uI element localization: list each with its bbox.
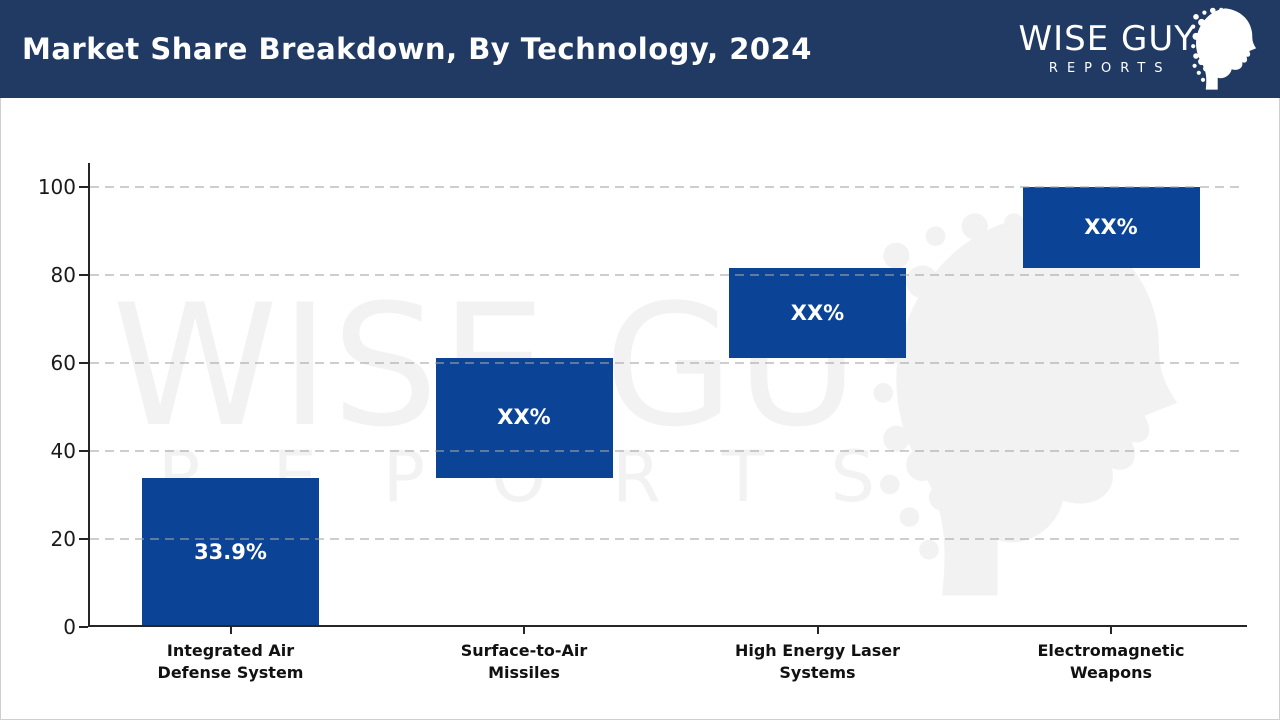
y-tick-label: 20	[50, 527, 76, 551]
y-tick-label: 0	[63, 615, 76, 639]
bar-value-label-1: 33.9%	[194, 539, 267, 564]
x-axis-line	[88, 625, 1247, 627]
gridline-40	[90, 450, 1245, 452]
gridline-100	[90, 186, 1245, 188]
y-tick-label: 100	[37, 175, 76, 199]
gridline-20	[90, 538, 1245, 540]
brand-logo: WISE GUY REPORTS	[1018, 6, 1266, 92]
waterfall-bar-3	[729, 267, 906, 359]
x-category-label-2: Surface-to-Air Missiles	[460, 641, 588, 682]
waterfall-bar-4	[1022, 187, 1200, 268]
y-tick-mark	[79, 186, 88, 188]
watermark-head-logo	[873, 213, 1178, 596]
y-tick-label: 80	[50, 263, 76, 287]
header-bar: Market Share Breakdown, By Technology, 2…	[0, 0, 1280, 98]
x-tick-mark	[229, 627, 232, 634]
y-tick-mark	[79, 626, 88, 628]
brand-logo-text: WISE GUY REPORTS	[1018, 19, 1196, 76]
y-tick-label: 40	[50, 439, 76, 463]
brand-logo-sub: REPORTS	[1048, 60, 1172, 76]
bar-value-label-3: XX%	[790, 300, 845, 325]
bar-value-label-4: XX%	[1084, 215, 1138, 239]
y-tick-mark	[79, 450, 88, 452]
y-axis-line	[88, 163, 90, 627]
y-tick-label: 60	[50, 351, 76, 375]
y-tick-mark	[79, 538, 88, 540]
gridline-80	[90, 274, 1245, 276]
y-tick-mark	[79, 362, 88, 364]
brand-logo-name: WISE GUY	[1018, 19, 1196, 60]
bar-value-label-2: XX%	[497, 405, 551, 430]
waterfall-bar-1	[142, 477, 319, 627]
x-category-label-3: High Energy Laser Systems	[734, 641, 901, 682]
x-category-label-1: Integrated Air Defense System	[157, 641, 304, 682]
x-tick-mark	[523, 627, 525, 634]
waterfall-bar-2	[435, 358, 613, 478]
x-tick-mark	[1110, 627, 1112, 634]
x-category-label-4: Electromagnetic Weapons	[1037, 641, 1185, 682]
gridline-60	[90, 362, 1245, 364]
x-tick-mark	[816, 627, 819, 634]
chart-title: Market Share Breakdown, By Technology, 2…	[22, 32, 812, 66]
y-tick-mark	[79, 274, 88, 276]
